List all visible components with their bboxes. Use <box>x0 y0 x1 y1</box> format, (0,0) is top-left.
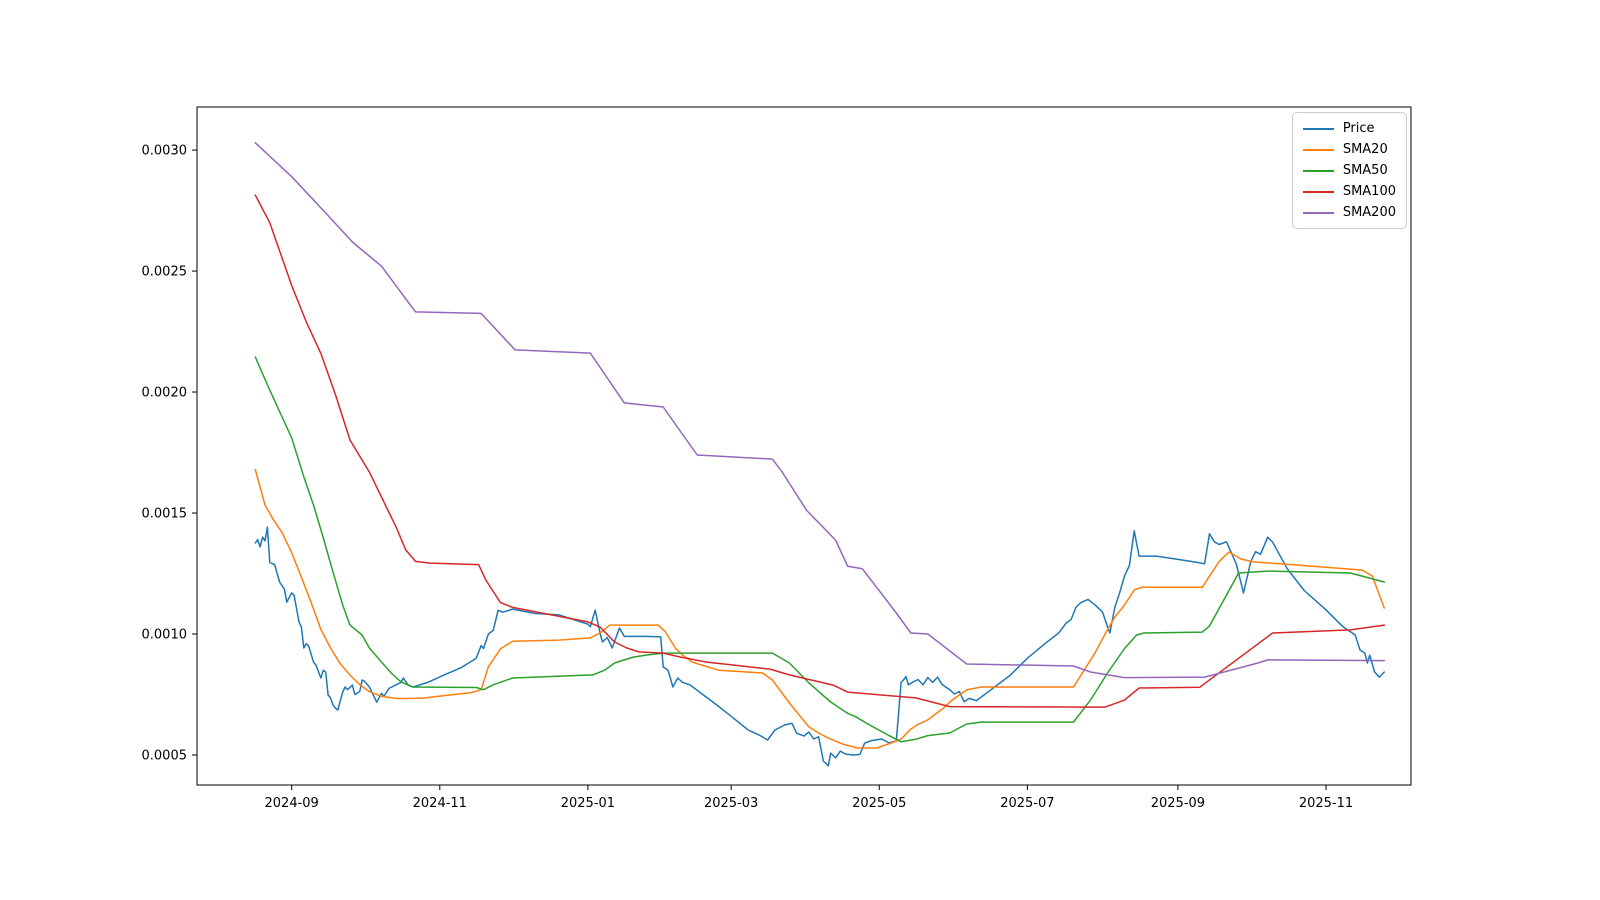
legend-entry-price: Price <box>1302 120 1396 137</box>
legend-label: SMA20 <box>1342 142 1388 157</box>
y-tick-label: 0.0010 <box>142 628 188 643</box>
y-tick-label: 0.0025 <box>142 265 188 280</box>
legend-entry-sma200: SMA200 <box>1302 204 1396 221</box>
series-line-sma20 <box>254 468 1386 749</box>
legend-entry-sma20: SMA20 <box>1302 141 1396 158</box>
series-line-sma200 <box>254 142 1386 679</box>
y-tick-label: 0.0020 <box>142 386 188 401</box>
y-tick-label: 0.0005 <box>142 748 188 763</box>
x-tick-label: 2024-09 <box>265 796 319 811</box>
x-tick-label: 2025-09 <box>1151 796 1205 811</box>
series-line-sma100 <box>254 194 1386 708</box>
series-line-sma50 <box>254 356 1386 743</box>
legend-label: SMA50 <box>1342 163 1388 178</box>
legend-label: SMA100 <box>1342 184 1396 199</box>
x-tick-label: 2025-03 <box>704 796 758 811</box>
x-tick-label: 2025-11 <box>1299 796 1353 811</box>
series-line-price <box>254 526 1386 767</box>
legend-label: SMA200 <box>1342 205 1396 220</box>
x-tick-label: 2025-07 <box>1000 796 1054 811</box>
legend-line-swatch <box>1302 127 1334 130</box>
legend-entry-sma100: SMA100 <box>1302 183 1396 200</box>
legend-line-swatch <box>1302 148 1334 151</box>
y-tick-label: 0.0030 <box>142 144 188 159</box>
x-tick-label: 2025-01 <box>561 796 615 811</box>
legend-label: Price <box>1342 121 1375 136</box>
legend-line-swatch <box>1302 169 1334 172</box>
legend: Price SMA20 SMA50 SMA100 SMA200 <box>1291 112 1407 229</box>
legend-line-swatch <box>1302 190 1334 193</box>
legend-line-swatch <box>1302 211 1334 214</box>
y-tick-label: 0.0015 <box>142 507 188 522</box>
x-tick-label: 2025-05 <box>852 796 906 811</box>
plot-frame <box>196 106 1412 786</box>
legend-entry-sma50: SMA50 <box>1302 162 1396 179</box>
x-tick-label: 2024-11 <box>413 796 467 811</box>
